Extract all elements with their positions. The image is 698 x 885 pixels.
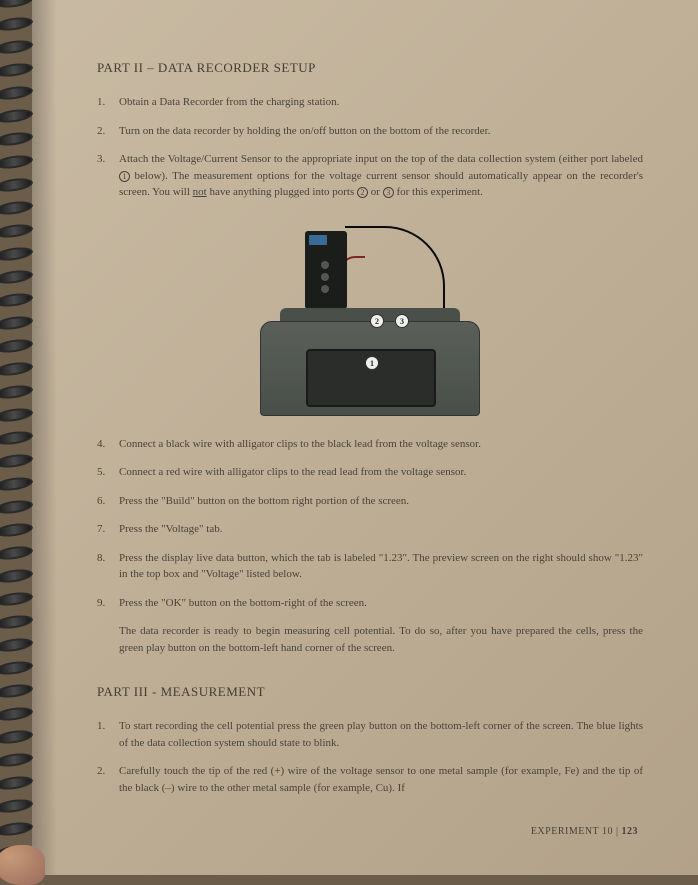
item-number: 3. xyxy=(97,151,105,168)
spiral-ring xyxy=(0,291,34,308)
spiral-ring xyxy=(0,429,34,446)
spiral-ring xyxy=(0,84,34,101)
list-item: 6.Press the "Build" button on the bottom… xyxy=(119,493,643,510)
spiral-ring xyxy=(0,475,34,492)
spiral-ring xyxy=(0,590,34,607)
spiral-ring xyxy=(0,567,34,584)
underlined-not: not xyxy=(193,186,207,198)
item-number: 2. xyxy=(97,123,105,140)
item-text: Press the display live data button, whic… xyxy=(119,552,643,581)
callout-1: 1 xyxy=(365,356,379,370)
item-number: 7. xyxy=(97,521,105,538)
list-item: 5.Connect a red wire with alligator clip… xyxy=(119,464,643,481)
footer-label: EXPERIMENT 10 xyxy=(531,826,613,837)
spiral-ring xyxy=(0,268,34,285)
list-item: 3.Attach the Voltage/Current Sensor to t… xyxy=(119,151,643,201)
list-item: The data recorder is ready to begin meas… xyxy=(119,623,643,656)
footer-sep: | xyxy=(616,826,619,837)
spiral-ring xyxy=(0,383,34,400)
list-item: 2.Carefully touch the tip of the red (+)… xyxy=(119,763,643,796)
item-number: 1. xyxy=(97,718,105,735)
spiral-ring xyxy=(0,521,34,538)
circled-1: 1 xyxy=(119,171,130,182)
list-item: 1.Obtain a Data Recorder from the chargi… xyxy=(119,94,643,111)
spiral-ring xyxy=(0,15,34,32)
sensor-label xyxy=(309,235,327,245)
callout-3: 3 xyxy=(395,314,409,328)
spiral-ring xyxy=(0,38,34,55)
item-text: Connect a red wire with alligator clips … xyxy=(119,466,466,478)
spiral-ring xyxy=(0,636,34,653)
item-number: 9. xyxy=(97,595,105,612)
part3-list: 1. To start recording the cell potential … xyxy=(97,718,643,796)
document-page: PART II – DATA RECORDER SETUP 1. Obtain a… xyxy=(32,0,698,875)
part3-heading: PART III - MEASUREMENT xyxy=(97,684,643,700)
page-footer: EXPERIMENT 10 | 123 xyxy=(531,826,638,837)
sensor-button xyxy=(321,273,329,281)
list-item: 8.Press the display live data button, wh… xyxy=(119,550,643,583)
item-text: Obtain a Data Recorder from the charging… xyxy=(119,96,339,108)
spiral-ring xyxy=(0,774,34,791)
list-item: 7.Press the "Voltage" tab. xyxy=(119,521,643,538)
spiral-ring xyxy=(0,199,34,216)
item-number: 2. xyxy=(97,763,105,780)
circled-3: 3 xyxy=(383,187,394,198)
spiral-ring xyxy=(0,0,34,10)
sensor-button xyxy=(321,285,329,293)
callout-2: 2 xyxy=(370,314,384,328)
spiral-ring xyxy=(0,360,34,377)
spiral-ring xyxy=(0,452,34,469)
part2-list-continued: 4. Connect a black wire with alligator cl… xyxy=(97,436,643,657)
spiral-ring xyxy=(0,682,34,699)
spiral-ring xyxy=(0,130,34,147)
part2-heading: PART II – DATA RECORDER SETUP xyxy=(97,60,643,76)
item-number: 1. xyxy=(97,94,105,111)
voltage-sensor xyxy=(305,231,347,309)
spiral-ring xyxy=(0,406,34,423)
spiral-ring xyxy=(0,705,34,722)
spiral-ring xyxy=(0,751,34,768)
item-text: Connect a black wire with alligator clip… xyxy=(119,438,481,450)
closing-text: The data recorder is ready to begin meas… xyxy=(119,625,643,654)
item-text: Attach the Voltage/Current Sensor to the… xyxy=(119,153,643,198)
spiral-ring xyxy=(0,613,34,630)
sensor-button xyxy=(321,261,329,269)
spiral-ring xyxy=(0,820,34,837)
spiral-ring xyxy=(0,544,34,561)
item-text: Press the "OK" button on the bottom-righ… xyxy=(119,597,367,609)
spiral-ring xyxy=(0,728,34,745)
item-number: 5. xyxy=(97,464,105,481)
item-text: Carefully touch the tip of the red (+) w… xyxy=(119,765,643,794)
list-item: 9.Press the "OK" button on the bottom-ri… xyxy=(119,595,643,612)
spiral-ring xyxy=(0,659,34,676)
finger-corner xyxy=(0,845,45,885)
spiral-ring xyxy=(0,337,34,354)
item-text: Turn on the data recorder by holding the… xyxy=(119,125,490,137)
spiral-ring xyxy=(0,61,34,78)
spiral-ring xyxy=(0,314,34,331)
item-text: To start recording the cell potential pr… xyxy=(119,720,643,749)
part2-list: 1. Obtain a Data Recorder from the chargi… xyxy=(97,94,643,201)
spiral-ring xyxy=(0,498,34,515)
list-item: 2.Turn on the data recorder by holding t… xyxy=(119,123,643,140)
spiral-ring xyxy=(0,176,34,193)
spiral-ring xyxy=(0,245,34,262)
item-number: 8. xyxy=(97,550,105,567)
spiral-ring xyxy=(0,797,34,814)
spiral-ring xyxy=(0,153,34,170)
device-figure: 1 2 3 xyxy=(250,216,490,416)
item-text: Press the "Build" button on the bottom r… xyxy=(119,495,409,507)
spiral-ring xyxy=(0,222,34,239)
item-number: 4. xyxy=(97,436,105,453)
list-item: 1.To start recording the cell potential … xyxy=(119,718,643,751)
list-item: 4.Connect a black wire with alligator cl… xyxy=(119,436,643,453)
circled-2: 2 xyxy=(357,187,368,198)
item-number: 6. xyxy=(97,493,105,510)
page-number: 123 xyxy=(622,826,639,837)
spiral-binding xyxy=(0,0,35,875)
spiral-ring xyxy=(0,107,34,124)
item-text: Press the "Voltage" tab. xyxy=(119,523,223,535)
